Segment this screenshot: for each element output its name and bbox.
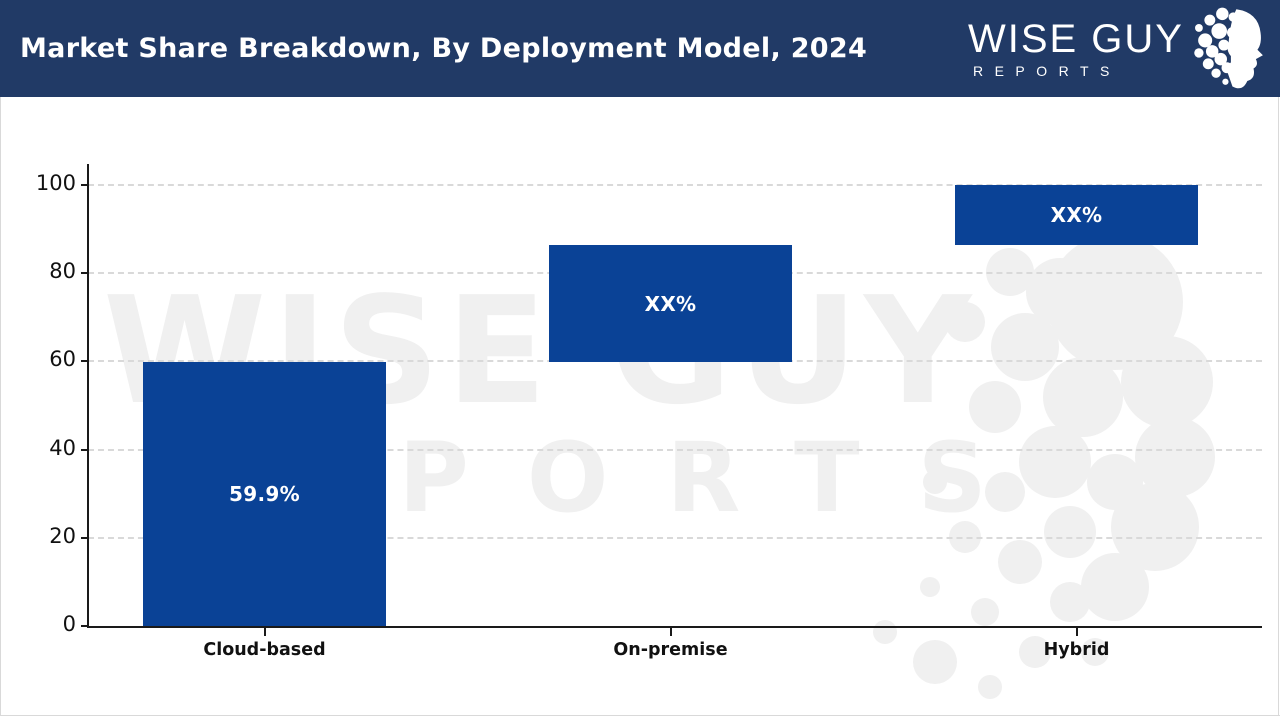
x-tick-label: On-premise [613, 640, 728, 660]
logo-head-icon [1194, 7, 1263, 88]
header: Market Share Breakdown, By Deployment Mo… [0, 0, 1280, 97]
bar-hybrid: XX% [955, 185, 1198, 246]
gridline-40 [88, 448, 1262, 451]
y-tick-label: 60 [49, 347, 76, 372]
y-tick-mark [81, 625, 88, 627]
y-tick-mark [81, 184, 88, 186]
y-tick-mark [81, 536, 88, 539]
y-tick-label: 80 [49, 259, 76, 284]
y-tick-label: 100 [35, 171, 76, 195]
y-tick-label: 40 [49, 435, 76, 460]
x-axis-line [87, 626, 1262, 628]
logo-wordmark: WISE GUY [967, 16, 1184, 61]
x-tick-mark [669, 628, 672, 636]
y-tick-mark [81, 360, 88, 363]
x-tick-label: Hybrid [1043, 640, 1110, 660]
wiseguy-logo: WISE GUY REPORTS [968, 6, 1266, 92]
y-axis-line [87, 164, 89, 628]
page-right-border [1278, 97, 1279, 716]
bar-on-premise: XX% [549, 245, 792, 362]
gridline-100 [88, 184, 1262, 186]
bar-value-label: 59.9% [229, 481, 300, 506]
y-tick-label: 0 [62, 612, 76, 636]
x-tick-label: Cloud-based [203, 640, 326, 660]
logo-subtitle: REPORTS [972, 62, 1121, 79]
page-bottom-border [0, 715, 1280, 716]
y-tick-mark [81, 272, 88, 275]
page-left-border [0, 97, 1, 716]
bar-cloud-based: 59.9% [143, 361, 386, 626]
bar-value-label: XX% [1050, 203, 1103, 228]
bar-value-label: XX% [644, 291, 697, 316]
page-title: Market Share Breakdown, By Deployment Mo… [20, 33, 868, 64]
watermark-head-graphic [873, 234, 1215, 699]
y-tick-mark [81, 448, 88, 451]
x-tick-mark [263, 628, 266, 636]
y-tick-label: 20 [49, 523, 76, 548]
logo-text: WISE GUY REPORTS [968, 19, 1184, 79]
x-tick-mark [1075, 628, 1078, 636]
gridline-20 [88, 536, 1262, 539]
